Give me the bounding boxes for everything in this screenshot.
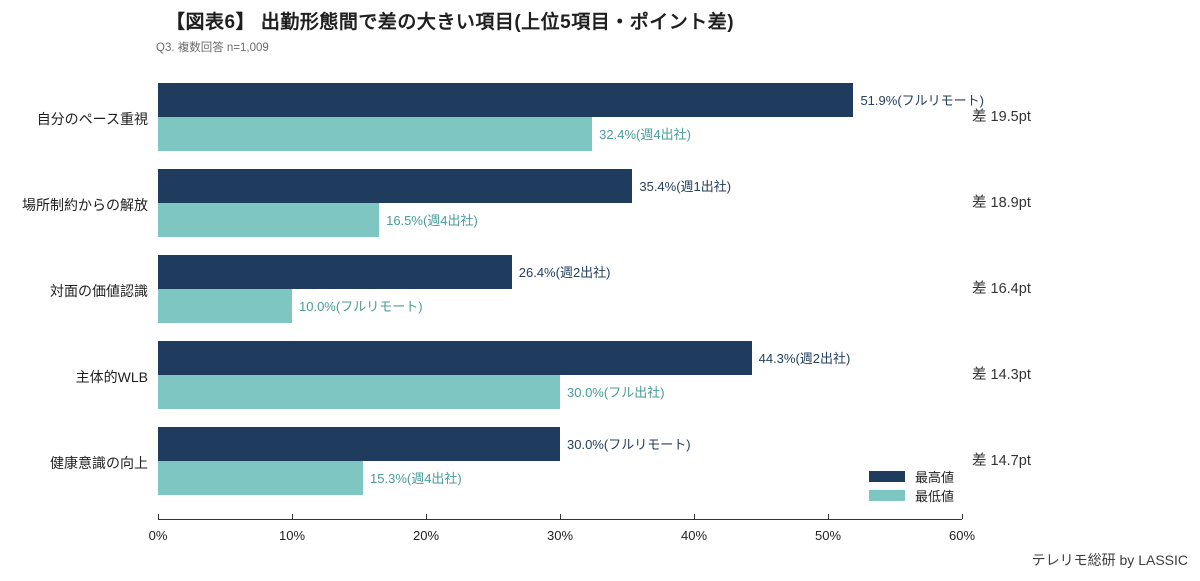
x-axis-tick [828,514,829,519]
bar-max [158,255,512,289]
x-axis-tick [560,514,561,519]
bar-min [158,117,593,151]
bar-min-value-label: 32.4%(週4出社) [599,127,691,142]
legend-swatch-min-icon [869,490,905,501]
bar-min [158,203,380,237]
difference-label: 差 16.4pt [972,281,1031,297]
x-axis-tick-label: 10% [278,528,306,543]
bar-max-value-label: 30.0%(フルリモート) [567,437,691,452]
legend-row: 最低値 [869,486,954,505]
x-axis-tick [426,514,427,519]
legend-swatch-max-icon [869,471,905,482]
bar-min [158,289,292,323]
bar-max-value-label: 35.4%(週1出社) [639,179,732,194]
bar-min-value-label: 15.3%(週4出社) [370,471,462,486]
x-axis-tick [292,514,293,519]
x-axis-tick-label: 50% [814,528,842,543]
category-label: 場所制約からの解放 [22,197,148,213]
difference-label: 差 14.3pt [972,367,1031,383]
x-axis-tick [694,514,695,519]
difference-label: 差 18.9pt [972,195,1031,211]
bar-max-value-label: 44.3%(週2出社) [758,351,851,366]
bar-max-value-label: 26.4%(週2出社) [518,265,611,280]
bar-max [158,427,560,461]
x-axis-tick [158,514,159,519]
bar-max [158,169,633,203]
legend-row: 最高値 [869,467,954,486]
legend-label: 最低値 [915,489,955,504]
bar-max-value-label: 51.9%(フルリモート) [860,93,984,108]
x-axis-tick [962,514,963,519]
bar-min-value-label: 16.5%(週4出社) [386,213,478,228]
category-label: 自分のペース重視 [36,111,148,127]
x-axis-tick-label: 30% [546,528,574,543]
x-axis-tick-label: 60% [948,528,976,543]
category-label: 主体的WLB [75,369,148,385]
bar-min-value-label: 10.0%(フルリモート) [299,299,423,314]
x-axis-tick-label: 0% [148,528,168,543]
x-axis-tick-label: 20% [412,528,440,543]
chart-subtitle: Q3. 複数回答 n=1,009 [156,42,269,54]
difference-label: 差 14.7pt [972,453,1031,469]
bar-min [158,375,560,409]
category-label: 対面の価値認識 [50,283,148,299]
source-attribution: テレリモ総研 by LASSIC [1031,552,1188,568]
bar-min [158,461,364,495]
x-axis-tick-label: 40% [680,528,708,543]
bar-max [158,83,854,117]
difference-label: 差 19.5pt [972,109,1031,125]
bar-max [158,341,752,375]
category-label: 健康意識の向上 [50,455,148,471]
legend-label: 最高値 [915,470,955,485]
bar-min-value-label: 30.0%(フル出社) [567,385,665,400]
x-axis-line [158,519,962,520]
chart-title: 【図表6】 出勤形態間で差の大きい項目(上位5項目・ポイント差) [166,12,735,33]
